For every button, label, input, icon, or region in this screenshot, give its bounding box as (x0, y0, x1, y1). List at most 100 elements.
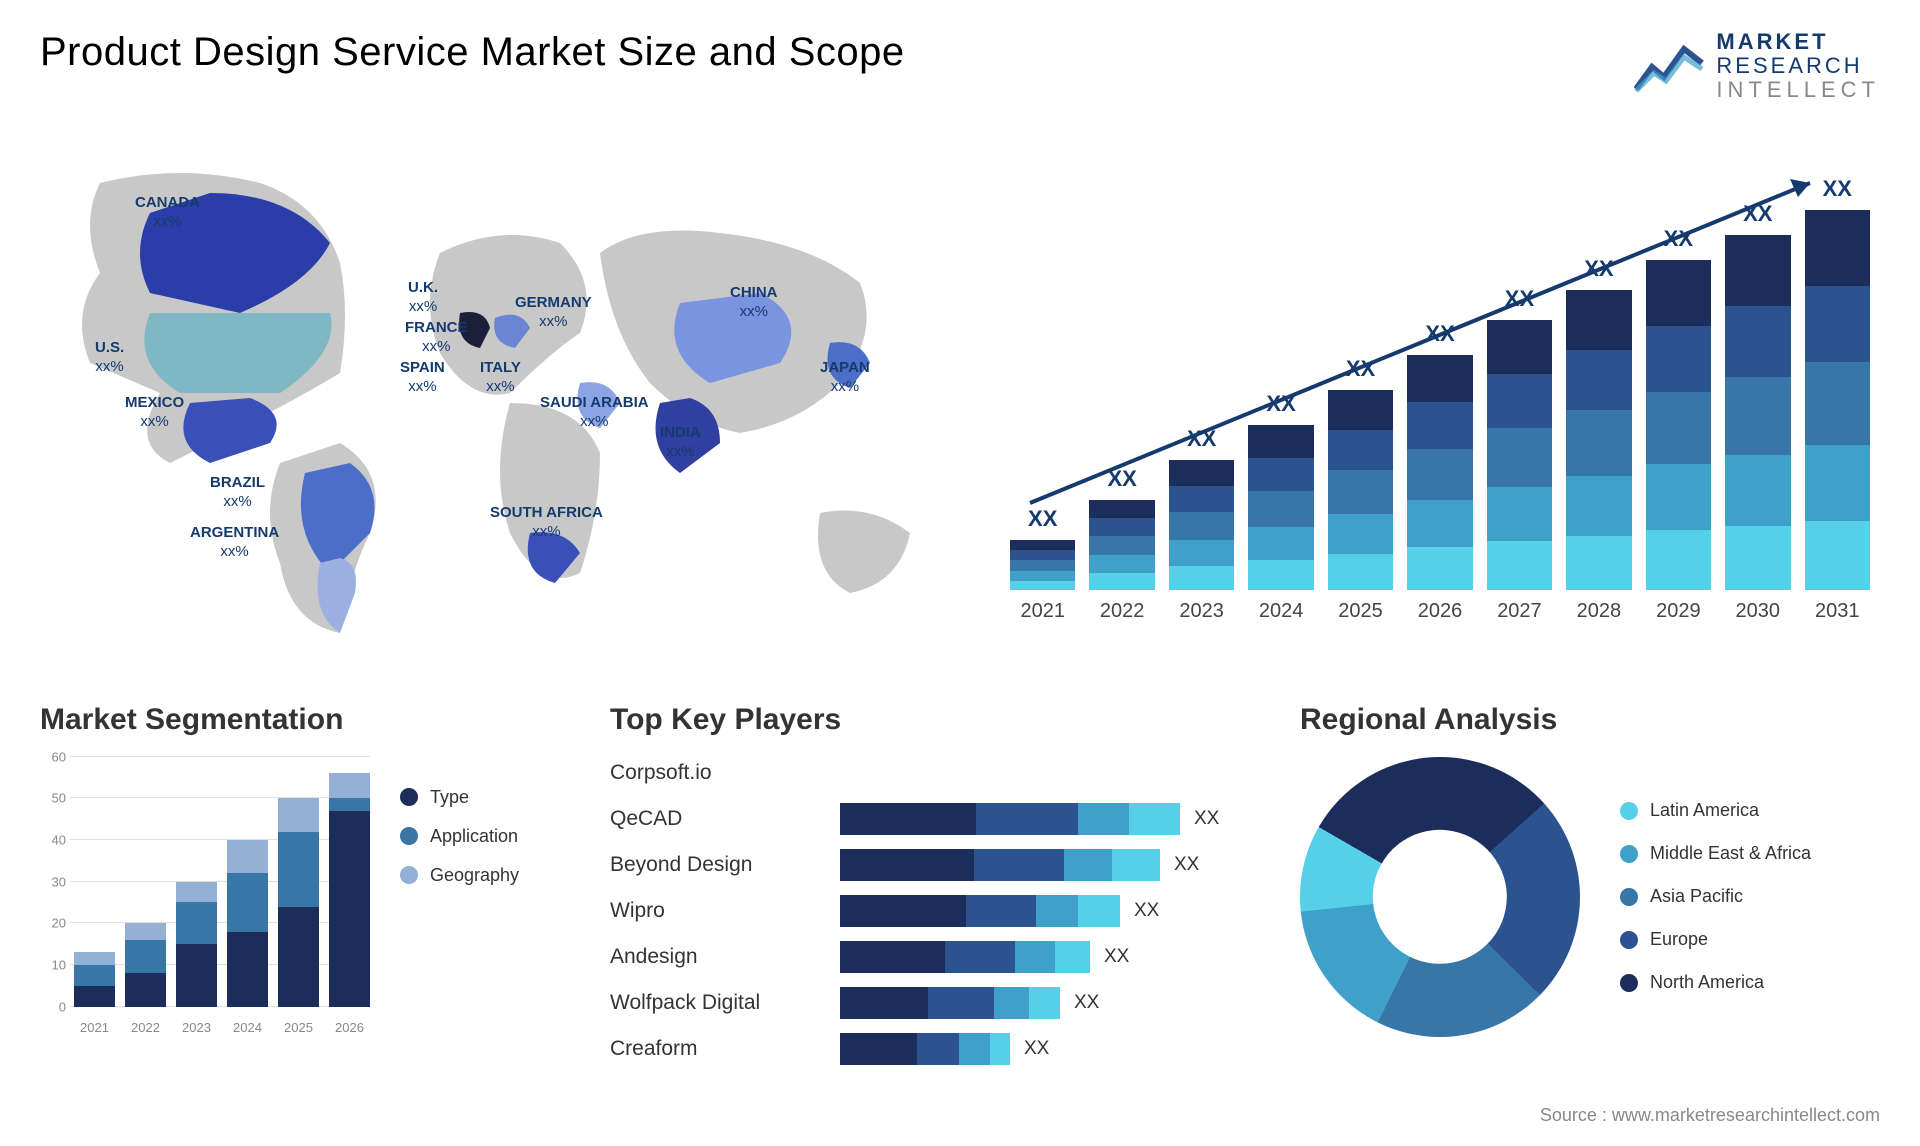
growth-bar-year: 2026 (1418, 600, 1463, 623)
growth-bar-value: XX (1266, 391, 1295, 417)
map-label: CANADAxx% (135, 193, 200, 232)
seg-ytick: 50 (40, 791, 66, 806)
players-name-list: Corpsoft.io QeCAD Beyond Design Wipro Andesi… (610, 757, 820, 1065)
growth-bar-value: XX (1187, 426, 1216, 452)
growth-bar: XX 2021 (1010, 506, 1075, 623)
legend-swatch (1620, 931, 1638, 949)
growth-bar-year: 2029 (1656, 600, 1701, 623)
player-name: Wipro (610, 895, 820, 927)
growth-bar-year: 2027 (1497, 600, 1542, 623)
legend-label: Europe (1650, 929, 1708, 950)
map-label: U.K.xx% (408, 278, 438, 317)
legend-item: Geography (400, 865, 519, 886)
seg-bar-year: 2024 (233, 1020, 262, 1035)
map-label: FRANCExx% (405, 318, 468, 357)
growth-bar-year: 2024 (1259, 600, 1304, 623)
player-bar-value: XX (1024, 1038, 1049, 1060)
logo-line1: MARKET (1716, 30, 1880, 54)
player-bar-value: XX (1134, 900, 1159, 922)
player-name: QeCAD (610, 803, 820, 835)
map-label: JAPANxx% (820, 358, 870, 397)
legend-swatch (1620, 802, 1638, 820)
player-bar-row: XX (840, 987, 1270, 1019)
growth-bar-year: 2022 (1100, 600, 1145, 623)
regional-donut-chart (1300, 757, 1580, 1037)
legend-swatch (1620, 974, 1638, 992)
logo-line2: RESEARCH (1716, 54, 1880, 78)
legend-item: Latin America (1620, 800, 1811, 821)
seg-ytick: 40 (40, 832, 66, 847)
growth-bar: XX 2025 (1328, 356, 1393, 623)
player-bar-row: XX (840, 849, 1270, 881)
growth-bar: XX 2031 (1805, 176, 1870, 623)
seg-bar: 2021 (74, 952, 115, 1006)
map-label: INDIAxx% (660, 423, 701, 462)
map-label: SAUDI ARABIAxx% (540, 393, 649, 432)
growth-bar-value: XX (1505, 286, 1534, 312)
seg-ytick: 20 (40, 916, 66, 931)
legend-label: Geography (430, 865, 519, 886)
map-label: SPAINxx% (400, 358, 445, 397)
seg-bar-year: 2025 (284, 1020, 313, 1035)
source-attribution: Source : www.marketresearchintellect.com (1540, 1105, 1880, 1126)
players-panel: Top Key Players Corpsoft.io QeCAD Beyond D… (610, 703, 1270, 1065)
seg-bar-year: 2021 (80, 1020, 109, 1035)
legend-item: Type (400, 787, 519, 808)
player-bar-value: XX (1074, 992, 1099, 1014)
map-label: GERMANYxx% (515, 293, 592, 332)
player-name: Andesign (610, 941, 820, 973)
player-bar-row (840, 757, 1270, 789)
segmentation-legend: Type Application Geography (400, 757, 519, 1037)
legend-item: North America (1620, 972, 1811, 993)
seg-bar: 2026 (329, 773, 370, 1006)
growth-bar: XX 2027 (1487, 286, 1552, 623)
map-label: ITALYxx% (480, 358, 521, 397)
growth-chart: XX2021XX2022XX2023XX2024XX2025XX2026XX20… (1000, 133, 1880, 663)
legend-label: Latin America (1650, 800, 1759, 821)
map-label: BRAZILxx% (210, 473, 265, 512)
player-name: Wolfpack Digital (610, 987, 820, 1019)
growth-bar-value: XX (1823, 176, 1852, 202)
player-bar-value: XX (1194, 808, 1219, 830)
growth-bar-value: XX (1346, 356, 1375, 382)
growth-bar-year: 2030 (1736, 600, 1781, 623)
world-map-panel: CANADAxx%U.S.xx%MEXICOxx%BRAZILxx%ARGENT… (40, 133, 960, 663)
legend-label: Middle East & Africa (1650, 843, 1811, 864)
segmentation-title: Market Segmentation (40, 703, 580, 737)
growth-bar: XX2029 (1646, 226, 1711, 623)
legend-item: Application (400, 826, 519, 847)
seg-ytick: 30 (40, 874, 66, 889)
growth-bar: XX2022 (1089, 466, 1154, 623)
growth-bar: XX2026 (1407, 321, 1472, 623)
player-name: Beyond Design (610, 849, 820, 881)
legend-swatch (1620, 888, 1638, 906)
seg-bar: 2023 (176, 882, 217, 1007)
growth-bar: XX2030 (1725, 201, 1790, 623)
player-bar-row: XX (840, 803, 1270, 835)
regional-panel: Regional Analysis Latin America Middle Ea… (1300, 703, 1880, 1065)
seg-bar-year: 2026 (335, 1020, 364, 1035)
seg-bar-year: 2023 (182, 1020, 211, 1035)
legend-label: Application (430, 826, 518, 847)
legend-label: North America (1650, 972, 1764, 993)
growth-bar: XX 2024 (1248, 391, 1313, 623)
donut-hole (1373, 829, 1507, 963)
legend-item: Middle East & Africa (1620, 843, 1811, 864)
players-title: Top Key Players (610, 703, 1270, 737)
growth-bar-year: 2031 (1815, 600, 1860, 623)
map-label: CHINAxx% (730, 283, 778, 322)
player-bar-value: XX (1104, 946, 1129, 968)
players-bar-chart: XX XX XX XX XX XX (840, 757, 1270, 1065)
legend-swatch (400, 827, 418, 845)
growth-bar-value: XX (1028, 506, 1057, 532)
growth-bar-year: 2028 (1577, 600, 1622, 623)
player-name: Creaform (610, 1033, 820, 1065)
regional-title: Regional Analysis (1300, 703, 1880, 737)
map-label: SOUTH AFRICAxx% (490, 503, 603, 542)
player-name: Corpsoft.io (610, 757, 820, 789)
player-bar-row: XX (840, 1033, 1270, 1065)
growth-bar-year: 2025 (1338, 600, 1383, 623)
growth-bar-year: 2021 (1020, 600, 1065, 623)
logo: MARKET RESEARCH INTELLECT (1634, 30, 1880, 103)
page-title: Product Design Service Market Size and S… (40, 30, 905, 75)
